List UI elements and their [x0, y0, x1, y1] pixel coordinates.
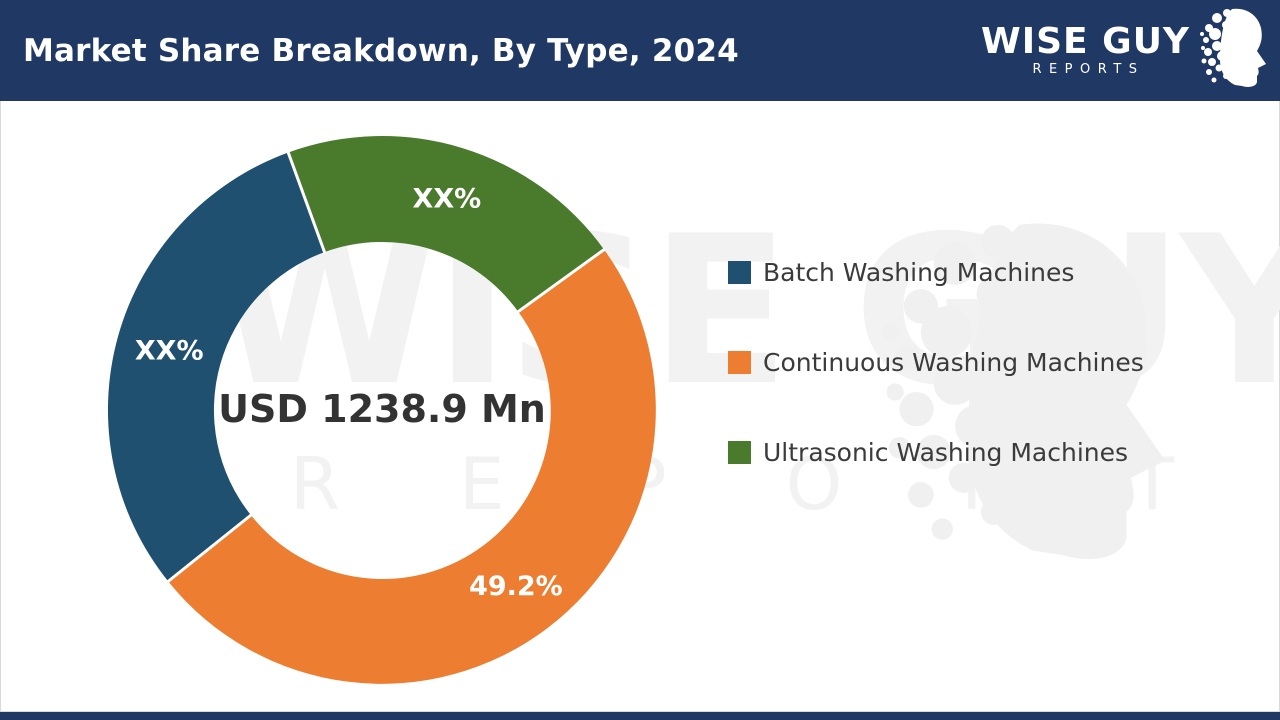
donut-slice-continuous-washing-machines: [168, 249, 656, 684]
legend-item-batch: Batch Washing Machines: [728, 257, 1144, 287]
donut-chart-svg: XX% 49.2% XX%: [107, 135, 656, 684]
legend-swatch-ultrasonic: [728, 440, 751, 464]
brand-logo-text: WISE GUY REPORTS: [980, 21, 1190, 77]
chart-center-value: USD 1238.9 Mn: [218, 387, 546, 431]
slice-value-label-continuous-washing-machines: 49.2%: [469, 571, 563, 602]
donut-slice-ultrasonic-washing-machines: [288, 135, 605, 312]
slice-divider: [166, 513, 253, 584]
legend-swatch-batch: [728, 260, 751, 284]
face-profile-dots-icon: [1198, 6, 1270, 94]
donut-chart: XX% 49.2% XX%: [106, 134, 658, 686]
legend-label: Ultrasonic Washing Machines: [763, 437, 1129, 467]
donut-slice-batch-washing-machines: [107, 152, 325, 582]
brand-logo: WISE GUY REPORTS: [981, 6, 1270, 94]
chart-legend: Batch Washing Machines Continuous Washin…: [728, 257, 1144, 467]
legend-swatch-continuous: [728, 350, 751, 374]
brand-subtitle: REPORTS: [1032, 62, 1145, 77]
legend-label: Continuous Washing Machines: [763, 347, 1144, 377]
slice-value-label-batch-washing-machines: XX%: [135, 335, 204, 366]
slice-divider: [516, 247, 606, 314]
footer-bar: [0, 712, 1280, 720]
legend-item-ultrasonic: Ultrasonic Washing Machines: [728, 437, 1144, 467]
legend-item-continuous: Continuous Washing Machines: [728, 347, 1144, 377]
legend-label: Batch Washing Machines: [763, 257, 1075, 287]
slice-divider: [286, 151, 327, 254]
brand-name: WISE GUY: [980, 21, 1190, 62]
page-title: Market Share Breakdown, By Type, 2024: [23, 32, 739, 69]
header-bar: Market Share Breakdown, By Type, 2024 WI…: [0, 0, 1280, 101]
slice-value-label-ultrasonic-washing-machines: XX%: [413, 184, 482, 215]
